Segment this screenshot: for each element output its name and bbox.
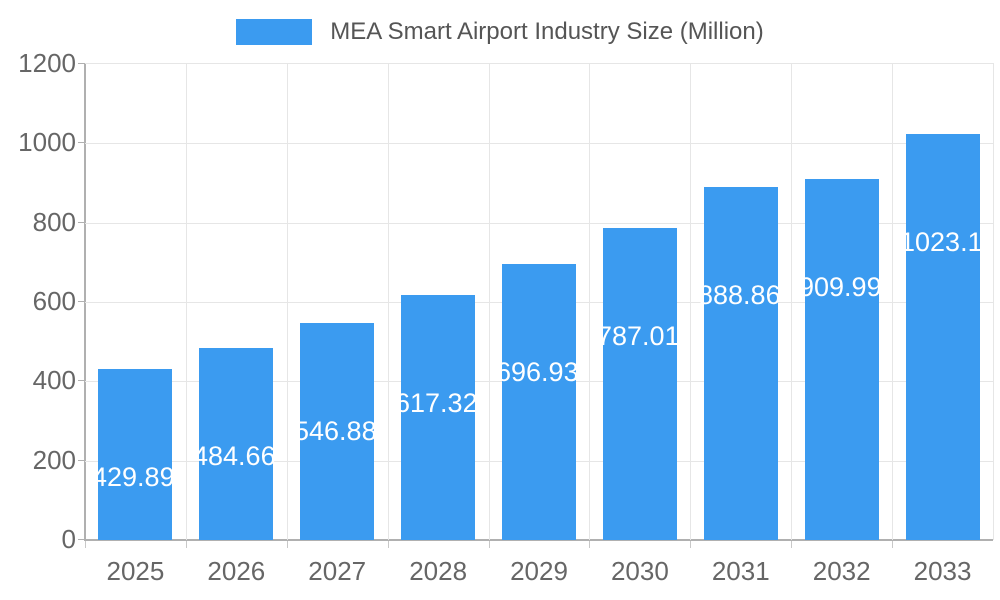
gridline-vertical bbox=[589, 64, 590, 540]
gridline-vertical bbox=[690, 64, 691, 540]
bar-value-label: 909.99 bbox=[799, 272, 882, 303]
plot-area: 429.89 484.66 546.88 617.32 696.93 787.01 888.… bbox=[85, 63, 994, 540]
x-axis-tick-mark bbox=[791, 541, 792, 548]
x-axis-tick-mark bbox=[388, 541, 389, 548]
gridline-vertical bbox=[489, 64, 490, 540]
y-axis-tick-label: 0 bbox=[61, 524, 76, 554]
chart-legend: MEA Smart Airport Industry Size (Million… bbox=[0, 12, 1000, 52]
bar-value-label: 1023.15 bbox=[900, 227, 994, 258]
x-axis-tick-mark bbox=[287, 541, 288, 548]
y-axis-line bbox=[84, 63, 86, 540]
gridline-vertical bbox=[388, 64, 389, 540]
bar-value-label: 787.01 bbox=[597, 320, 680, 351]
x-axis-tick-label: 2025 bbox=[106, 556, 165, 586]
x-axis-tick-label: 2033 bbox=[913, 556, 972, 586]
x-axis-tick-mark bbox=[186, 541, 187, 548]
x-axis-tick-label: 2031 bbox=[711, 556, 770, 586]
x-axis-tick-mark bbox=[85, 541, 86, 548]
y-axis-tick-label: 600 bbox=[32, 286, 76, 316]
x-axis-tick-mark bbox=[690, 541, 691, 548]
bar[interactable] bbox=[401, 295, 475, 540]
bar-value-label: 546.88 bbox=[294, 416, 377, 447]
y-axis-tick-mark bbox=[78, 539, 85, 540]
x-axis-tick-label: 2029 bbox=[510, 556, 568, 586]
x-axis-tick-mark bbox=[589, 541, 590, 548]
bar-value-label: 696.93 bbox=[496, 356, 579, 387]
y-axis-tick-mark bbox=[78, 63, 85, 64]
gridline-vertical bbox=[993, 64, 994, 540]
bar[interactable] bbox=[805, 179, 879, 540]
y-axis-tick-label: 800 bbox=[32, 206, 76, 237]
x-axis-tick-mark bbox=[892, 541, 893, 548]
bar[interactable] bbox=[704, 187, 778, 540]
bar-value-label: 888.86 bbox=[698, 280, 781, 311]
x-axis-line bbox=[84, 539, 993, 541]
x-axis-tick-label: 2030 bbox=[610, 556, 669, 586]
y-axis-tick-mark bbox=[78, 142, 85, 144]
bar[interactable] bbox=[98, 369, 172, 540]
gridline-vertical bbox=[892, 64, 893, 540]
x-axis-tick-label: 2027 bbox=[308, 556, 367, 586]
bar[interactable] bbox=[603, 227, 677, 540]
y-axis-tick-mark bbox=[78, 221, 85, 223]
y-axis-tick-mark bbox=[78, 459, 85, 461]
y-axis-tick-labels: 0 200 400 600 800 1000 1200 bbox=[0, 0, 76, 600]
bar-value-label: 484.66 bbox=[193, 440, 276, 471]
bar[interactable] bbox=[199, 347, 273, 540]
x-axis-tick-label: 2026 bbox=[207, 556, 266, 586]
y-axis-tick-mark bbox=[78, 301, 85, 302]
gridline-horizontal bbox=[85, 222, 993, 224]
legend-item[interactable]: MEA Smart Airport Industry Size (Million… bbox=[236, 18, 764, 45]
y-axis-tick-mark bbox=[78, 380, 85, 382]
bar-value-label: 429.89 bbox=[92, 462, 175, 493]
gridline-vertical bbox=[186, 64, 187, 540]
y-axis-tick-label: 400 bbox=[32, 365, 76, 396]
y-axis-tick-label: 1000 bbox=[18, 127, 76, 158]
x-axis-tick-mark bbox=[489, 541, 490, 548]
bar-value-label: 617.32 bbox=[395, 388, 478, 419]
bar[interactable] bbox=[906, 134, 980, 540]
y-axis-tick-label: 1200 bbox=[18, 48, 76, 78]
gridline-vertical bbox=[791, 64, 792, 540]
x-axis-tick-label: 2032 bbox=[812, 556, 871, 586]
legend-item-label: MEA Smart Airport Industry Size (Million… bbox=[330, 18, 764, 45]
gridline-vertical bbox=[287, 64, 288, 540]
legend-color-swatch-icon bbox=[236, 19, 313, 45]
y-axis-tick-label: 200 bbox=[32, 444, 76, 475]
x-axis-tick-label: 2028 bbox=[409, 556, 468, 586]
bar[interactable] bbox=[300, 323, 374, 540]
gridline-horizontal bbox=[85, 143, 993, 145]
bar[interactable] bbox=[502, 263, 576, 540]
